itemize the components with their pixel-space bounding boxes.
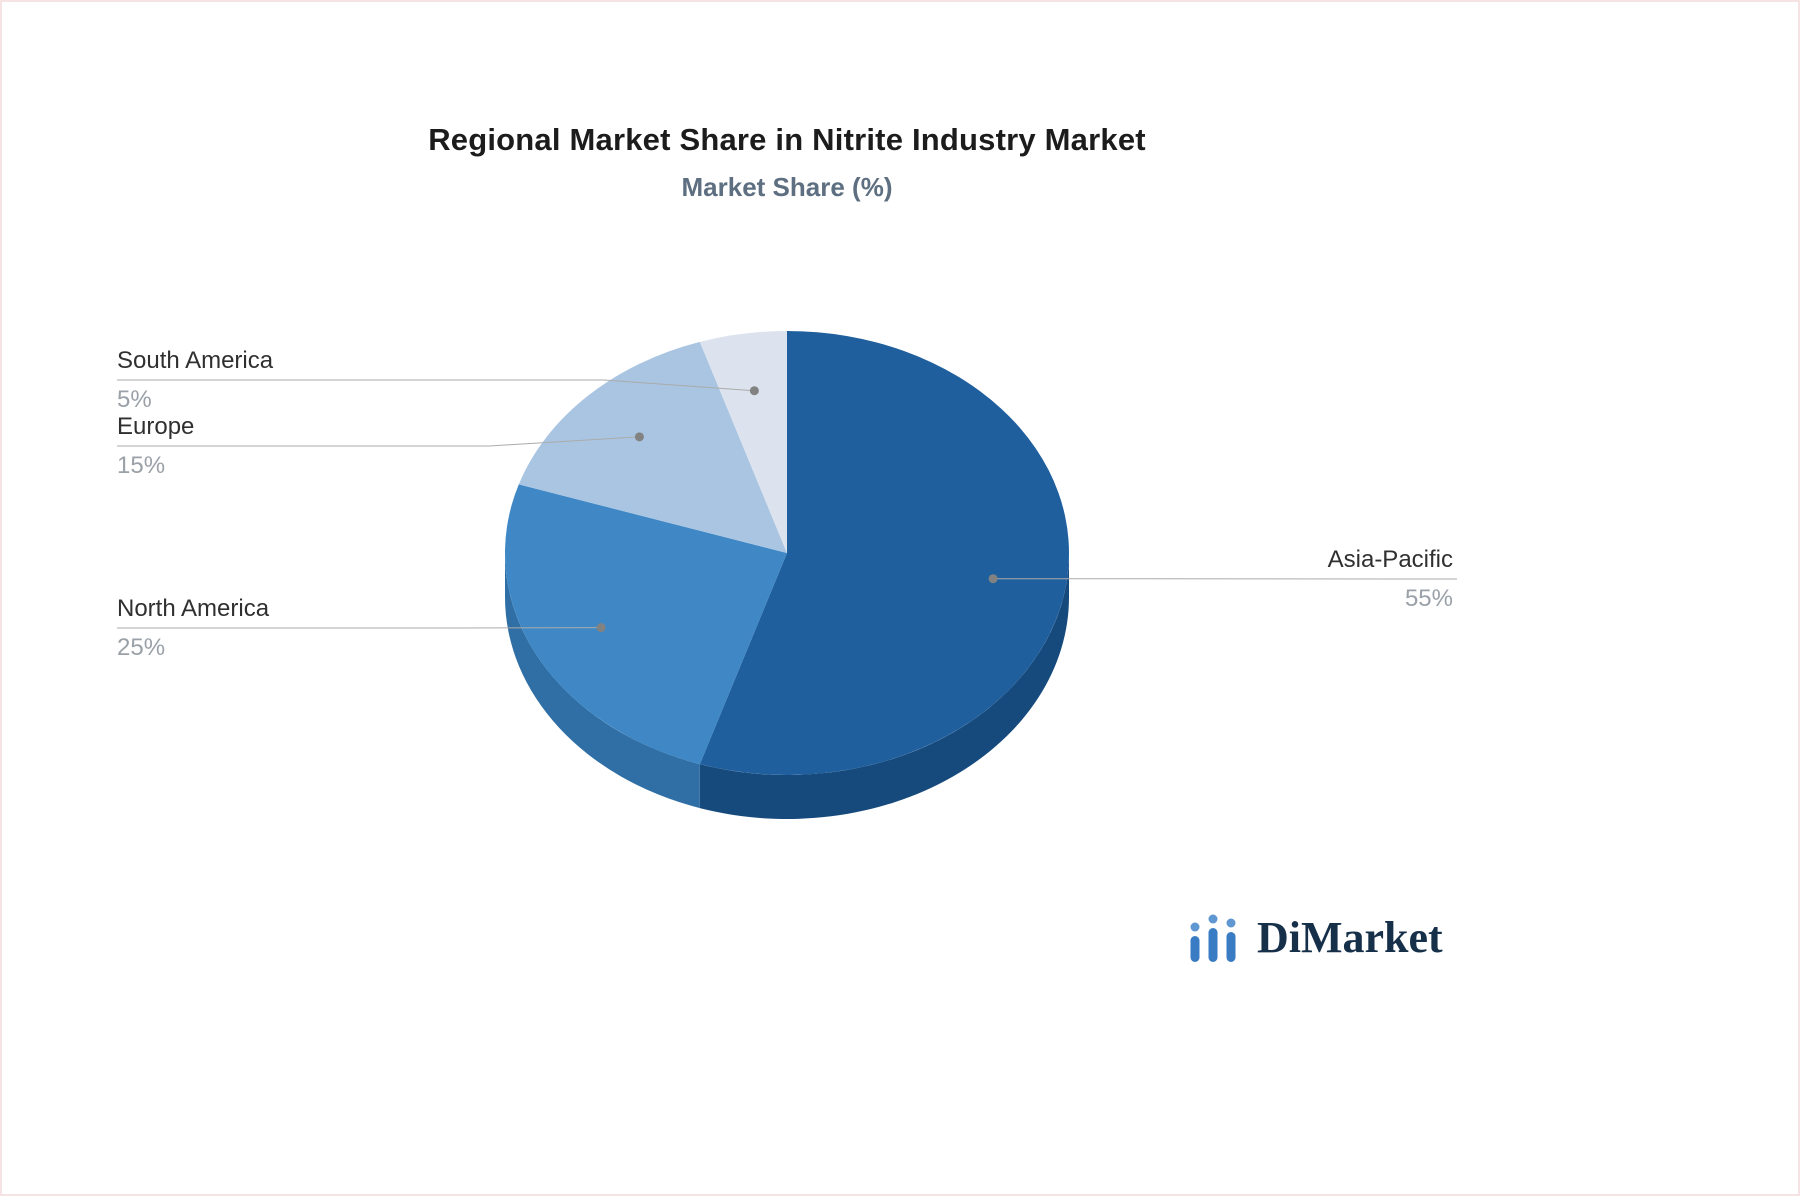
slice-name-label: Asia-Pacific — [1328, 545, 1453, 575]
brand-name: DiMarket — [1257, 914, 1443, 962]
slice-name-label: South America — [117, 346, 273, 376]
pie-label-south-america: South America 5% — [117, 346, 273, 415]
dimarket-logo: DiMarket — [1185, 910, 1443, 962]
slice-percent-label: 15% — [117, 451, 194, 481]
pie-label-asia-pacific: Asia-Pacific 55% — [1328, 545, 1453, 614]
leader-dot-north-america — [597, 623, 606, 632]
slice-percent-label: 55% — [1328, 584, 1453, 614]
leader-dot-south-america — [750, 386, 759, 395]
pie-label-north-america: North America 25% — [117, 594, 269, 663]
leader-dot-asia-pacific — [989, 574, 998, 583]
slice-name-label: Europe — [117, 412, 194, 442]
slice-name-label: North America — [117, 594, 269, 624]
slice-percent-label: 5% — [117, 385, 273, 415]
pie-label-europe: Europe 15% — [117, 412, 194, 481]
bar-chart-icon — [1185, 910, 1243, 962]
slice-percent-label: 25% — [117, 633, 269, 663]
leader-dot-europe — [635, 432, 644, 441]
